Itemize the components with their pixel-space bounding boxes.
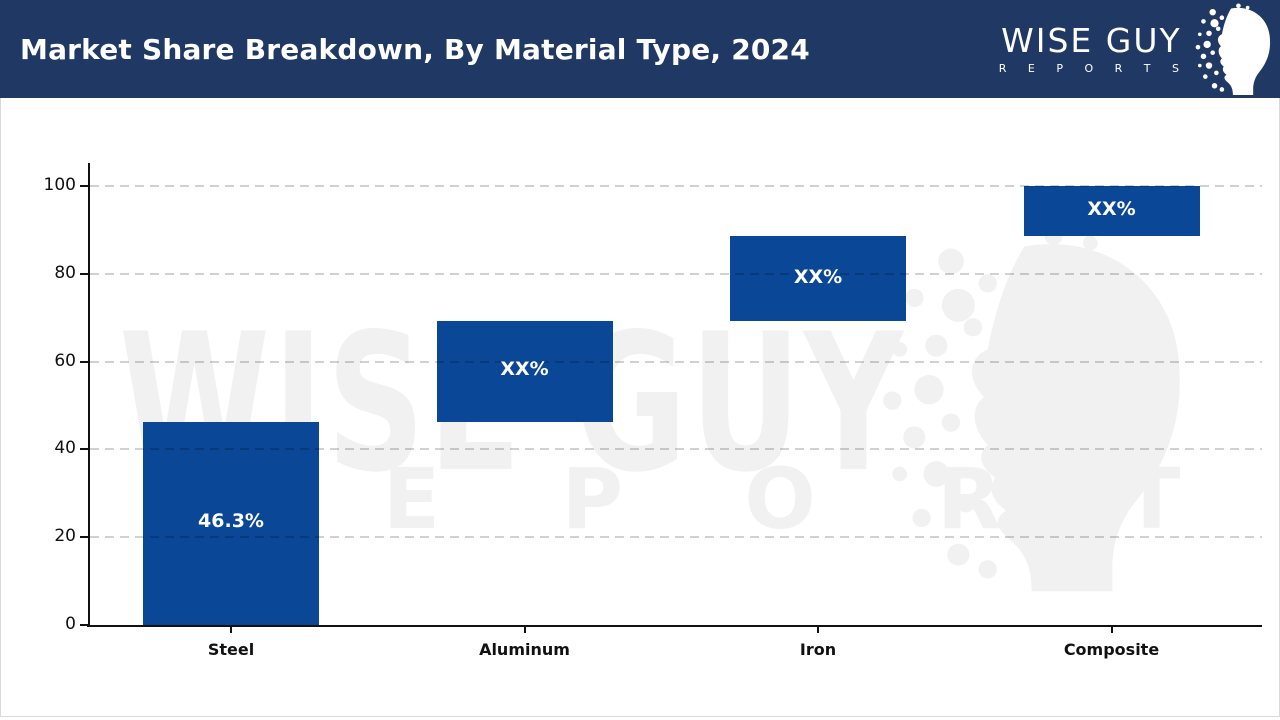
bar-iron (730, 236, 906, 321)
gridline (90, 185, 1262, 187)
y-tick-label: 80 (54, 262, 76, 283)
bar-value-label: 46.3% (198, 510, 264, 533)
brand-logo: WISE GUY R E P O R T S (995, 0, 1274, 98)
y-tick (80, 360, 88, 363)
gridline (90, 272, 1262, 275)
x-axis-label: Steel (207, 640, 255, 659)
y-tick-label: 0 (65, 614, 76, 634)
y-tick-label: 60 (54, 350, 76, 371)
y-tick (80, 448, 88, 451)
header: Market Share Breakdown, By Material Type… (0, 0, 1280, 98)
bar-composite (1023, 186, 1200, 237)
brand-face-icon (1190, 3, 1274, 95)
x-axis-label: Aluminum (479, 640, 570, 659)
x-axis-line (87, 625, 1262, 627)
gridline (90, 360, 1262, 363)
x-tick (523, 626, 526, 633)
bar-steel (143, 421, 319, 625)
y-tick (80, 624, 88, 626)
bar-value-label: XX% (793, 265, 843, 288)
bar-value-label: XX% (1087, 198, 1136, 221)
gridline (90, 448, 1262, 451)
y-tick-label: 20 (54, 526, 76, 547)
watermark-face-icon (863, 224, 1193, 596)
page-title: Market Share Breakdown, By Material Type… (20, 32, 810, 66)
y-tick-label: 100 (43, 175, 76, 195)
y-tick (80, 185, 88, 187)
x-tick (230, 626, 232, 633)
bar-aluminum (436, 320, 613, 422)
y-tick-label: 40 (54, 438, 76, 459)
bar-value-label: XX% (500, 358, 549, 381)
chart-canvas: WISE GUY R E P O R T S 02040608010046.3%… (0, 98, 1280, 717)
brand-logo-text: WISE GUY R E P O R T S (995, 24, 1188, 74)
x-tick (817, 626, 819, 633)
x-axis-label: Iron (799, 640, 837, 659)
y-tick (80, 536, 88, 539)
gridline (90, 536, 1262, 539)
y-tick (80, 272, 88, 275)
brand-name: WISE GUY (1001, 21, 1182, 60)
brand-tagline: R E P O R T S (998, 62, 1188, 75)
y-axis-line (88, 163, 90, 627)
x-tick (1110, 626, 1113, 633)
x-axis-label: Composite (1063, 640, 1160, 659)
